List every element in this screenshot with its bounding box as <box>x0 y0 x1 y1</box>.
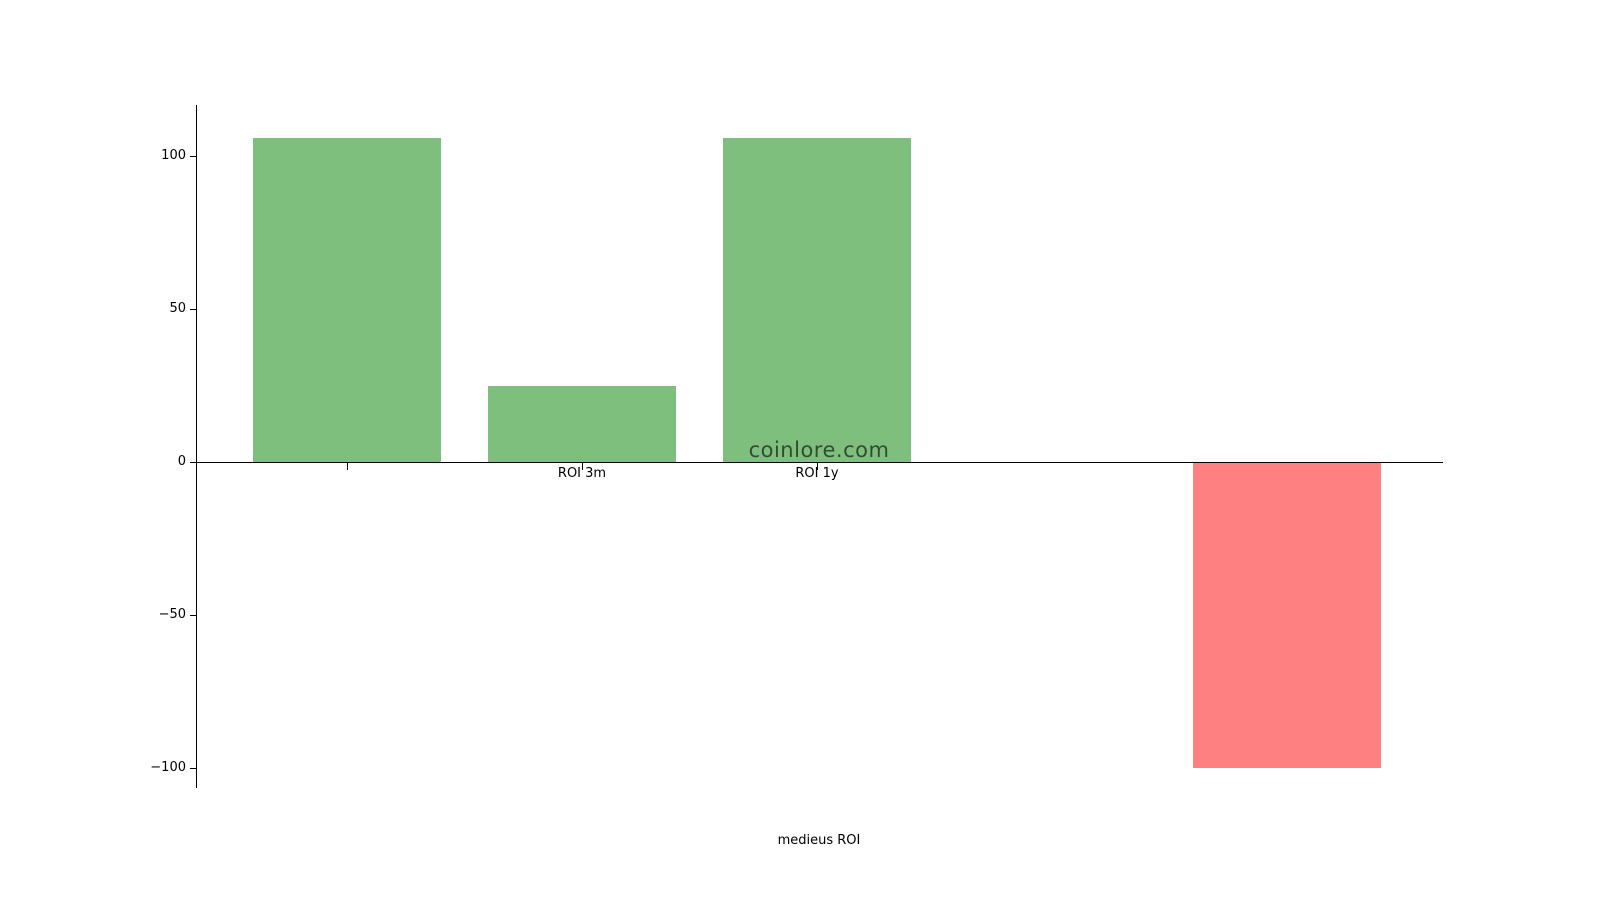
watermark: coinlore.com <box>748 438 890 462</box>
y-tick-label: −50 <box>158 607 186 622</box>
y-axis-line <box>196 105 197 788</box>
x-axis-title: medieus ROI <box>777 833 861 848</box>
x-tick-label: ROI 1y <box>795 466 839 481</box>
y-tick-label: 0 <box>177 454 186 469</box>
x-tick-label: ROI 3m <box>557 466 607 481</box>
y-tick-label: −100 <box>150 760 186 775</box>
x-tick-mark <box>347 463 348 470</box>
y-tick-label: 50 <box>169 301 186 316</box>
y-tick-mark <box>190 615 196 616</box>
y-tick-mark <box>190 309 196 310</box>
bar-positive <box>488 386 676 463</box>
bar-positive <box>723 138 911 462</box>
bar-negative <box>1193 462 1381 768</box>
y-tick-mark <box>190 156 196 157</box>
bar-positive <box>253 138 441 462</box>
x-tick-mark <box>582 463 583 470</box>
y-tick-mark <box>190 768 196 769</box>
y-tick-label: 100 <box>161 148 186 163</box>
x-axis-zero-line <box>196 462 1443 463</box>
x-tick-mark <box>817 463 818 470</box>
y-tick-mark <box>190 462 196 463</box>
